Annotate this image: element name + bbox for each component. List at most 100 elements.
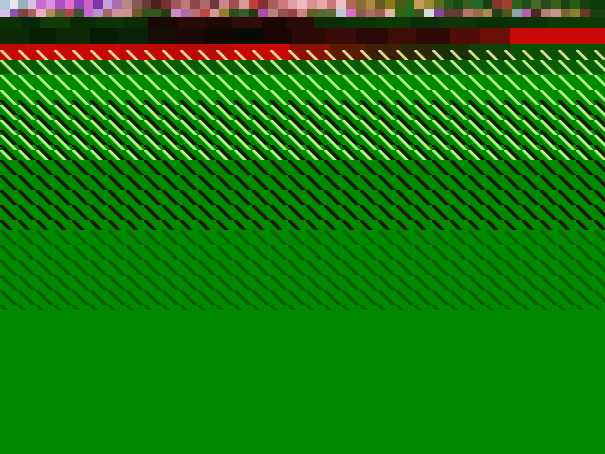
noise-block: [317, 0, 327, 17]
noise-block: [434, 0, 444, 17]
noise-block: [444, 9, 453, 17]
noise-block: [356, 9, 366, 17]
noise-strip: [0, 0, 605, 17]
noise-block: [522, 0, 531, 17]
noise-block: [463, 0, 473, 17]
noise-block: [200, 0, 210, 17]
noise-block: [74, 9, 84, 17]
red-bar-block: [434, 44, 470, 60]
maroon-band-block: [30, 28, 56, 44]
noise-block: [210, 9, 219, 17]
maroon-band-block: [326, 28, 356, 44]
green-field: [0, 60, 605, 454]
noise-block: [103, 9, 112, 17]
dark-maroon-band: [0, 28, 605, 44]
noise-block: [541, 9, 551, 17]
noise-block: [463, 9, 473, 17]
noise-block: [385, 0, 395, 17]
noise-block: [395, 9, 405, 17]
noise-block: [229, 0, 239, 17]
dash-pattern-light: [0, 60, 605, 160]
noise-block: [502, 9, 512, 17]
noise-block: [580, 9, 590, 17]
noise-block: [10, 0, 18, 17]
noise-block: [551, 9, 561, 17]
noise-block: [219, 9, 229, 17]
noise-block: [181, 9, 190, 17]
noise-block: [307, 0, 317, 17]
dash-pattern-dark: [0, 100, 605, 230]
noise-block: [570, 0, 580, 17]
noise-block: [405, 0, 414, 17]
noise-block: [161, 0, 171, 17]
noise-block: [142, 9, 151, 17]
noise-block: [229, 9, 239, 17]
noise-block: [297, 0, 307, 17]
dark-band-block: [232, 17, 262, 28]
dark-band-block: [22, 17, 40, 28]
noise-block: [502, 0, 512, 17]
noise-block: [122, 9, 132, 17]
noise-block: [200, 9, 210, 17]
noise-block: [424, 9, 434, 17]
noise-block: [239, 0, 249, 17]
maroon-band-block: [148, 28, 174, 44]
dark-band-block: [548, 17, 605, 28]
noise-block: [317, 9, 327, 17]
noise-block: [112, 9, 122, 17]
dark-band-block: [148, 17, 178, 28]
noise-block: [278, 9, 288, 17]
noise-block: [249, 9, 258, 17]
noise-block: [473, 0, 483, 17]
noise-block: [307, 9, 317, 17]
maroon-band-block: [264, 28, 292, 44]
dark-band-block: [70, 17, 96, 28]
red-bar-block: [230, 44, 290, 60]
red-bar-block: [510, 44, 605, 60]
red-bar-block: [0, 44, 120, 60]
noise-block: [46, 9, 55, 17]
dark-band-block: [124, 17, 148, 28]
noise-block: [473, 9, 483, 17]
noise-block: [210, 0, 219, 17]
noise-block: [18, 9, 28, 17]
noise-block: [132, 9, 142, 17]
maroon-band-block: [56, 28, 90, 44]
maroon-band-block: [174, 28, 204, 44]
noise-block: [258, 0, 268, 17]
noise-block: [161, 9, 171, 17]
noise-block: [142, 0, 151, 17]
noise-block: [346, 9, 356, 17]
red-bar-block: [366, 44, 400, 60]
dark-band-block: [206, 17, 232, 28]
noise-block: [288, 0, 297, 17]
noise-block: [0, 0, 10, 17]
noise-block: [219, 0, 229, 17]
red-bar: [0, 44, 605, 60]
maroon-band-block: [90, 28, 118, 44]
noise-block: [297, 9, 307, 17]
noise-block: [414, 0, 424, 17]
noise-block: [346, 0, 356, 17]
dark-band-block: [286, 17, 314, 28]
noise-block: [249, 0, 258, 17]
noise-block: [327, 0, 336, 17]
noise-block: [74, 0, 84, 17]
noise-block: [395, 0, 405, 17]
noise-block: [93, 0, 103, 17]
red-bar-block: [400, 44, 434, 60]
noise-block: [65, 0, 74, 17]
noise-block: [171, 9, 181, 17]
noise-block: [541, 0, 551, 17]
noise-block: [405, 9, 414, 17]
noise-block: [561, 0, 570, 17]
red-bar-block: [290, 44, 330, 60]
noise-block: [483, 0, 492, 17]
dash-pattern-fading: [0, 230, 605, 310]
maroon-band-block: [292, 28, 326, 44]
dark-band-block: [476, 17, 508, 28]
noise-block: [132, 0, 142, 17]
noise-block: [28, 0, 36, 17]
noise-block: [112, 0, 122, 17]
maroon-band-block: [416, 28, 450, 44]
